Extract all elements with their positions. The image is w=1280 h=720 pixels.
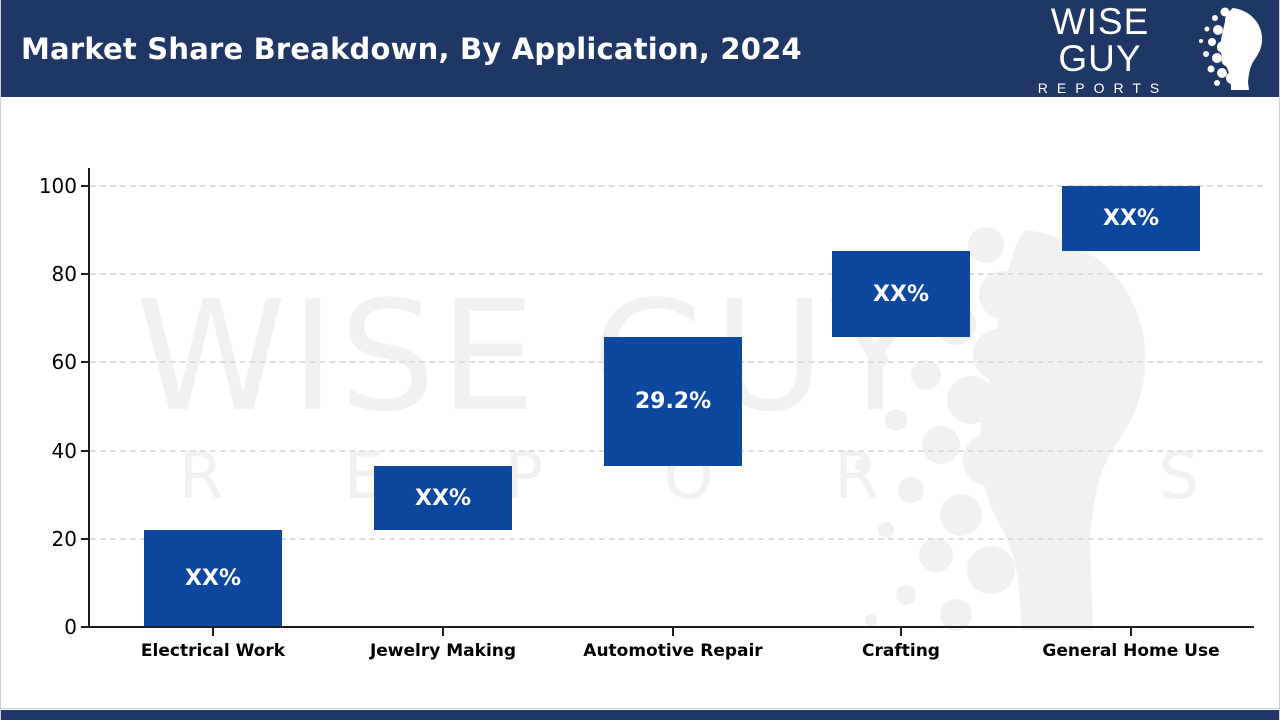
bar-value-label: XX% [185, 565, 241, 591]
x-tick-mark [900, 628, 902, 636]
bar: XX% [144, 529, 282, 627]
footer-divider [1, 708, 1279, 709]
y-tick-label: 60 [51, 350, 77, 375]
bar: XX% [832, 251, 970, 338]
y-tick-mark [81, 185, 89, 187]
bar: XX% [1062, 186, 1200, 252]
y-tick-label: 20 [51, 526, 77, 551]
grid-line [90, 273, 1263, 276]
x-category-label: General Home Use [1042, 641, 1220, 661]
y-tick-label: 80 [51, 262, 77, 287]
x-tick-mark [672, 628, 674, 636]
header-band: Market Share Breakdown, By Application, … [1, 0, 1279, 97]
bar-value-label: 29.2% [634, 389, 712, 415]
x-axis-line [88, 626, 1254, 628]
x-category-label: Crafting [862, 641, 940, 661]
x-tick-mark [1130, 628, 1132, 636]
y-tick-label: 0 [64, 615, 77, 639]
y-axis-line [88, 168, 90, 628]
y-tick-label: 40 [51, 438, 77, 463]
y-tick-mark [81, 626, 89, 628]
grid-line [90, 537, 1263, 540]
bar-value-label: XX% [873, 281, 929, 307]
x-category-label: Jewelry Making [369, 641, 517, 661]
page-title: Market Share Breakdown, By Application, … [21, 31, 802, 66]
grid-line [90, 185, 1263, 187]
x-tick-mark [212, 628, 214, 636]
bar: 29.2% [604, 337, 742, 467]
brand-name: WISE GUY [1050, 1, 1150, 79]
bar: XX% [374, 466, 512, 530]
brand-logo-text: WISE GUY REPORTS [1015, 3, 1185, 95]
y-tick-label: 100 [38, 174, 77, 198]
bar-value-label: XX% [415, 485, 471, 511]
watermark-head-graphic [741, 200, 1201, 664]
y-tick-mark [81, 537, 89, 540]
bar-value-label: XX% [1103, 206, 1159, 232]
footer-bar [1, 710, 1279, 720]
y-tick-mark [81, 361, 89, 364]
brand-logo: WISE GUY REPORTS [1015, 3, 1265, 95]
y-tick-mark [81, 449, 89, 452]
watermark-text-wiseguy: WISE GUY [136, 268, 926, 445]
x-category-label: Electrical Work [140, 641, 286, 661]
brand-subname: REPORTS [1037, 80, 1169, 96]
brand-head-icon [1187, 4, 1265, 94]
x-tick-mark [442, 628, 444, 636]
x-category-label: Automotive Repair [583, 641, 763, 661]
y-tick-mark [81, 273, 89, 276]
